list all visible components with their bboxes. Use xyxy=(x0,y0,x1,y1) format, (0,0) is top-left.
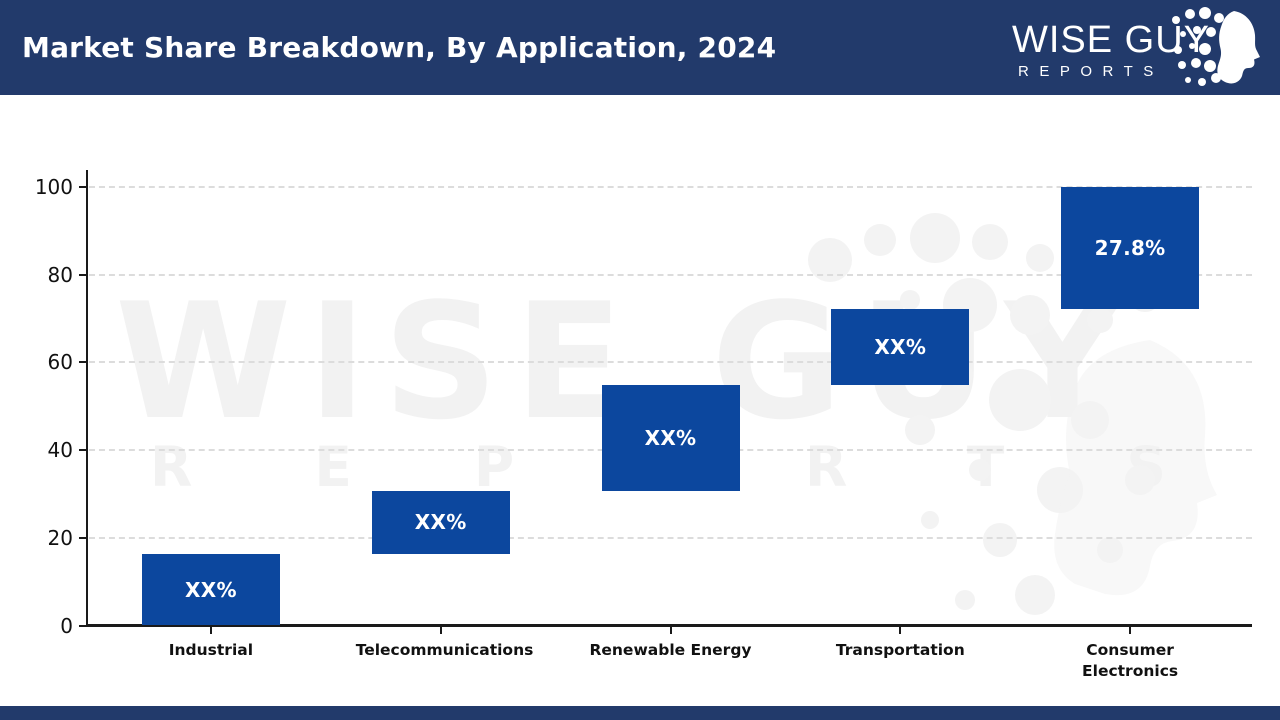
y-tick-mark xyxy=(79,361,87,364)
x-tick-mark xyxy=(439,627,442,634)
chart-title: Market Share Breakdown, By Application, … xyxy=(22,31,777,64)
logo-text-primary: WISE GUY xyxy=(1012,19,1210,61)
x-category-label: Renewable Energy xyxy=(589,641,752,659)
y-tick-mark xyxy=(79,273,87,276)
y-tick-label: 100 xyxy=(34,175,73,199)
y-gridline xyxy=(89,361,1252,364)
face-profile-dots-icon xyxy=(1172,6,1260,86)
footer-bar xyxy=(0,706,1280,720)
y-gridline xyxy=(89,186,1252,188)
watermark-face-dots-icon xyxy=(808,213,1217,615)
y-tick-label: 60 xyxy=(47,350,73,375)
y-tick-label: 20 xyxy=(47,525,73,550)
x-category-label: Transportation xyxy=(835,641,965,659)
x-category-label: Telecommunications xyxy=(355,641,534,659)
bar-renewable-energy: XX% xyxy=(601,385,740,492)
bar-value-label: 27.8% xyxy=(1094,235,1166,260)
y-tick-mark xyxy=(79,536,87,539)
y-tick-mark xyxy=(79,186,87,188)
y-tick-label: 80 xyxy=(47,262,73,287)
bar-value-label: XX% xyxy=(414,510,467,535)
x-category-label: Consumer Electronics xyxy=(1082,641,1179,680)
bar-industrial: XX% xyxy=(141,553,280,626)
x-tick-mark xyxy=(899,627,902,634)
logo-text-secondary: REPORTS xyxy=(1018,63,1164,80)
y-tick-label: 40 xyxy=(47,438,73,463)
bar-transportation: XX% xyxy=(831,308,970,386)
bar-consumer-electronics: 27.8% xyxy=(1061,187,1200,309)
x-category-label: Industrial xyxy=(168,641,254,659)
header-bar: Market Share Breakdown, By Application, … xyxy=(0,0,1280,95)
x-tick-mark xyxy=(1129,627,1132,634)
bar-telecommunications: XX% xyxy=(371,491,510,554)
x-axis-line xyxy=(86,624,1252,627)
y-tick-mark xyxy=(79,449,87,452)
x-tick-mark xyxy=(209,627,212,634)
bar-value-label: XX% xyxy=(185,577,237,602)
y-tick-mark xyxy=(79,624,87,627)
bar-value-label: XX% xyxy=(874,335,927,360)
wise-guy-reports-logo: WISE GUY REPORTS xyxy=(1012,6,1260,86)
bar-value-label: XX% xyxy=(644,426,697,451)
y-axis-line xyxy=(86,170,88,626)
x-tick-mark xyxy=(669,627,672,634)
y-gridline xyxy=(89,536,1252,539)
y-tick-label: 0 xyxy=(60,613,73,638)
y-gridline xyxy=(89,273,1252,276)
